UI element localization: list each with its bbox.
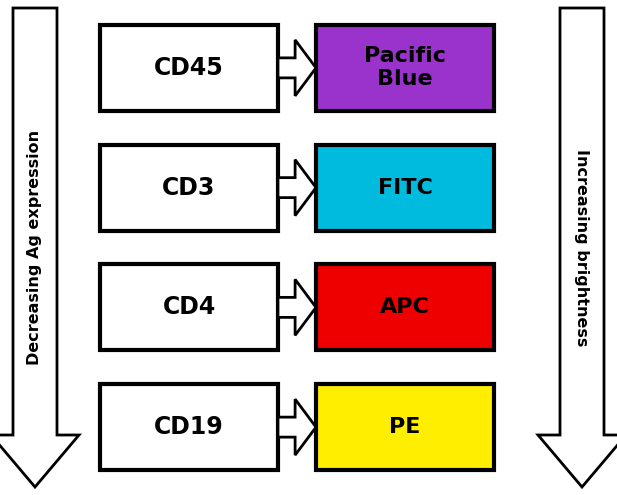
Text: Pacific
Blue: Pacific Blue — [364, 46, 446, 90]
Polygon shape — [0, 8, 79, 487]
Text: PE: PE — [389, 417, 421, 437]
Polygon shape — [278, 399, 316, 455]
Text: CD3: CD3 — [162, 176, 216, 199]
Text: Increasing brightness: Increasing brightness — [574, 149, 589, 346]
FancyBboxPatch shape — [316, 145, 494, 231]
FancyBboxPatch shape — [316, 384, 494, 470]
Text: APC: APC — [380, 297, 430, 317]
Polygon shape — [278, 279, 316, 336]
FancyBboxPatch shape — [100, 145, 278, 231]
Text: Decreasing Ag expression: Decreasing Ag expression — [28, 130, 43, 365]
FancyBboxPatch shape — [316, 25, 494, 111]
Text: CD19: CD19 — [154, 415, 224, 439]
Polygon shape — [278, 159, 316, 216]
Text: CD45: CD45 — [154, 56, 224, 80]
Text: CD4: CD4 — [162, 296, 215, 319]
Polygon shape — [538, 8, 617, 487]
FancyBboxPatch shape — [100, 384, 278, 470]
Polygon shape — [278, 40, 316, 96]
Text: FITC: FITC — [378, 178, 433, 198]
FancyBboxPatch shape — [100, 25, 278, 111]
FancyBboxPatch shape — [316, 264, 494, 350]
FancyBboxPatch shape — [100, 264, 278, 350]
